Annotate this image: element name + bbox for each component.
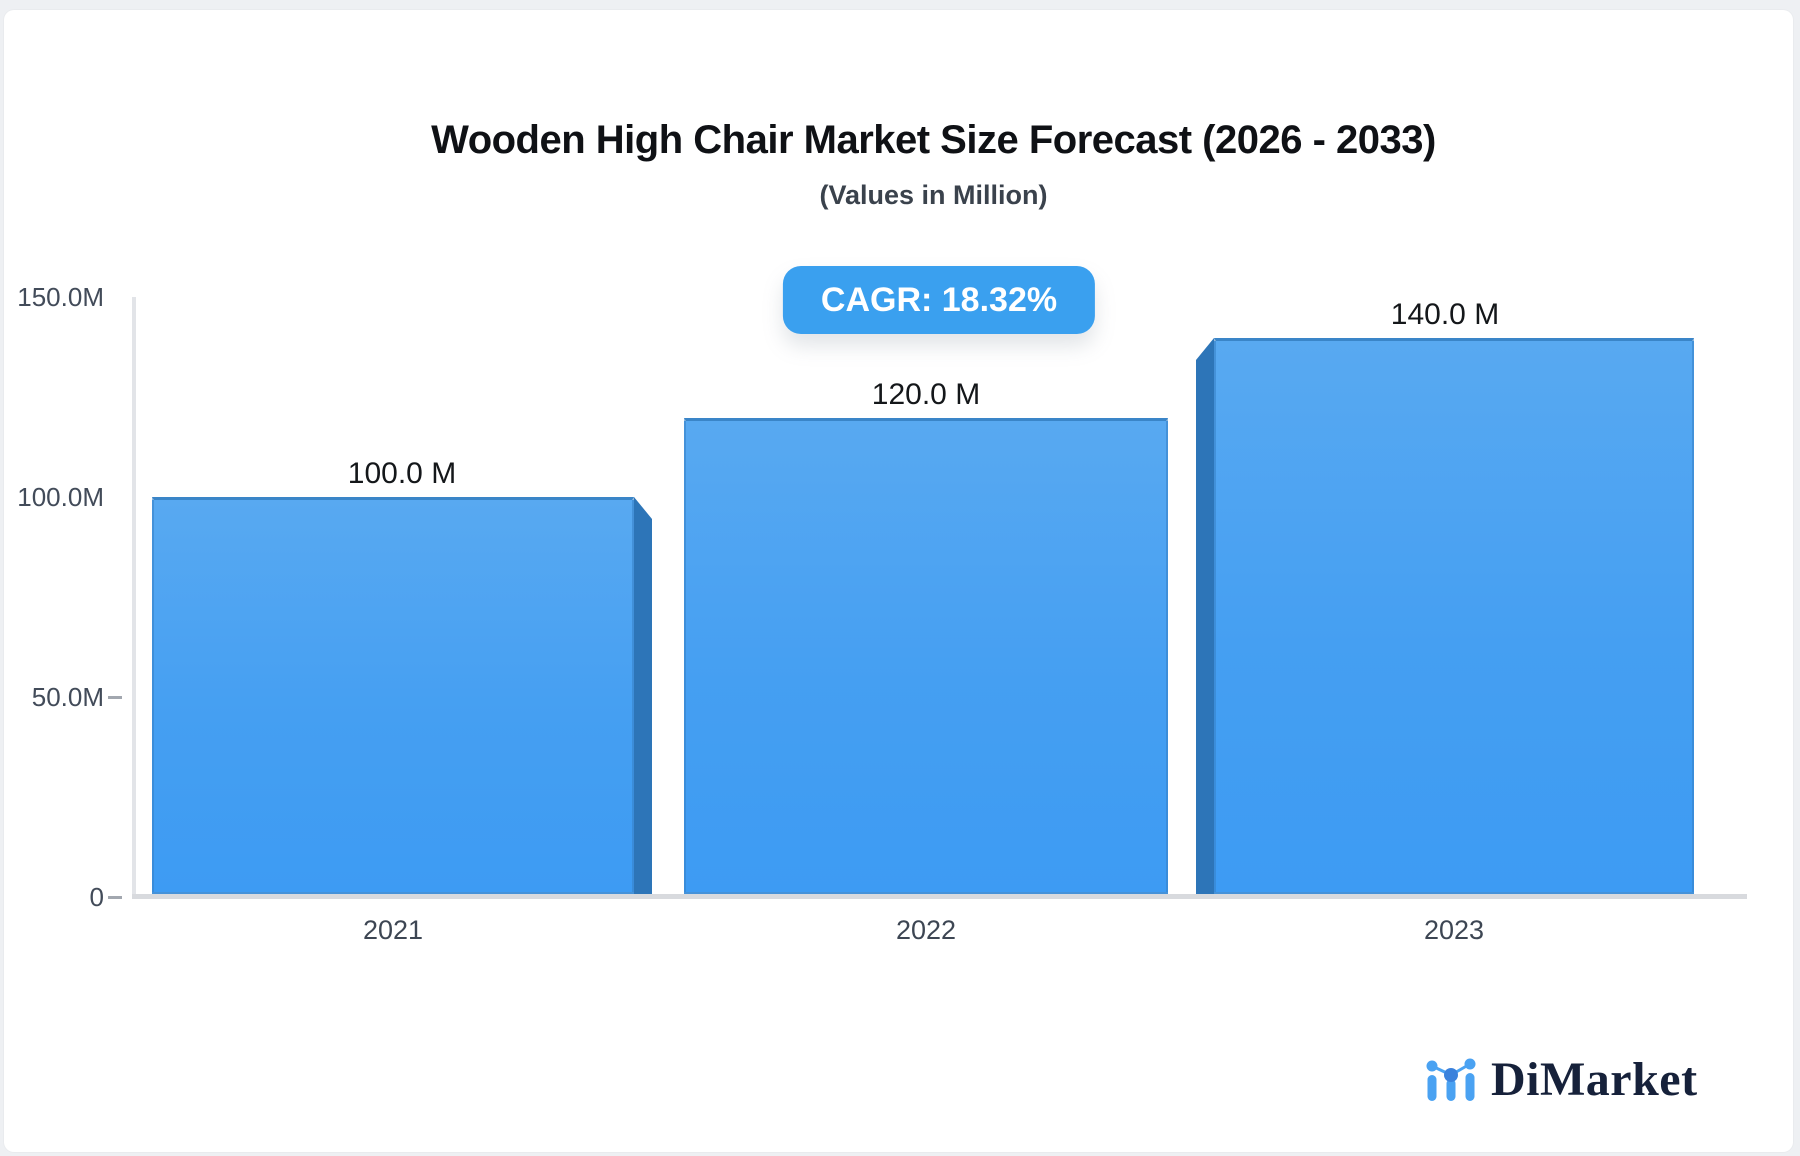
bar-2021	[152, 497, 634, 894]
y-axis-label-50: 50.0M	[31, 682, 104, 712]
bar-value-2021: 100.0 M	[347, 457, 457, 490]
bar-2023-side	[1196, 338, 1214, 894]
chart-title: Wooden High Chair Market Size Forecast (…	[431, 118, 1436, 162]
brand-name: DiMarket	[1491, 1053, 1698, 1106]
bar-2022	[684, 418, 1168, 894]
bar-2021-side	[634, 497, 652, 894]
x-axis-line	[132, 894, 1747, 899]
bar-2023	[1214, 338, 1694, 894]
y-axis-label-100: 100.0M	[17, 482, 104, 512]
y-axis-label-0: 0	[89, 882, 104, 912]
x-axis-label-2021: 2021	[362, 915, 424, 945]
y-axis-tick-0	[108, 896, 122, 899]
chart-subtitle: (Values in Million)	[819, 180, 1048, 210]
x-axis-label-2022: 2022	[895, 915, 957, 945]
cagr-badge: CAGR: 18.32%	[782, 266, 1096, 334]
y-axis-label-150: 150.0M	[17, 282, 104, 312]
bar-value-2023: 140.0 M	[1390, 298, 1500, 331]
y-axis-tick-50	[108, 696, 122, 699]
x-axis-label-2023: 2023	[1423, 915, 1485, 945]
bar-value-2022: 120.0 M	[871, 378, 981, 411]
brand-logo: DiMarket	[1425, 1048, 1698, 1111]
bar-chart-logo-icon	[1425, 1048, 1477, 1111]
y-axis-line	[132, 297, 136, 894]
chart-card: Wooden High Chair Market Size Forecast (…	[4, 10, 1793, 1152]
